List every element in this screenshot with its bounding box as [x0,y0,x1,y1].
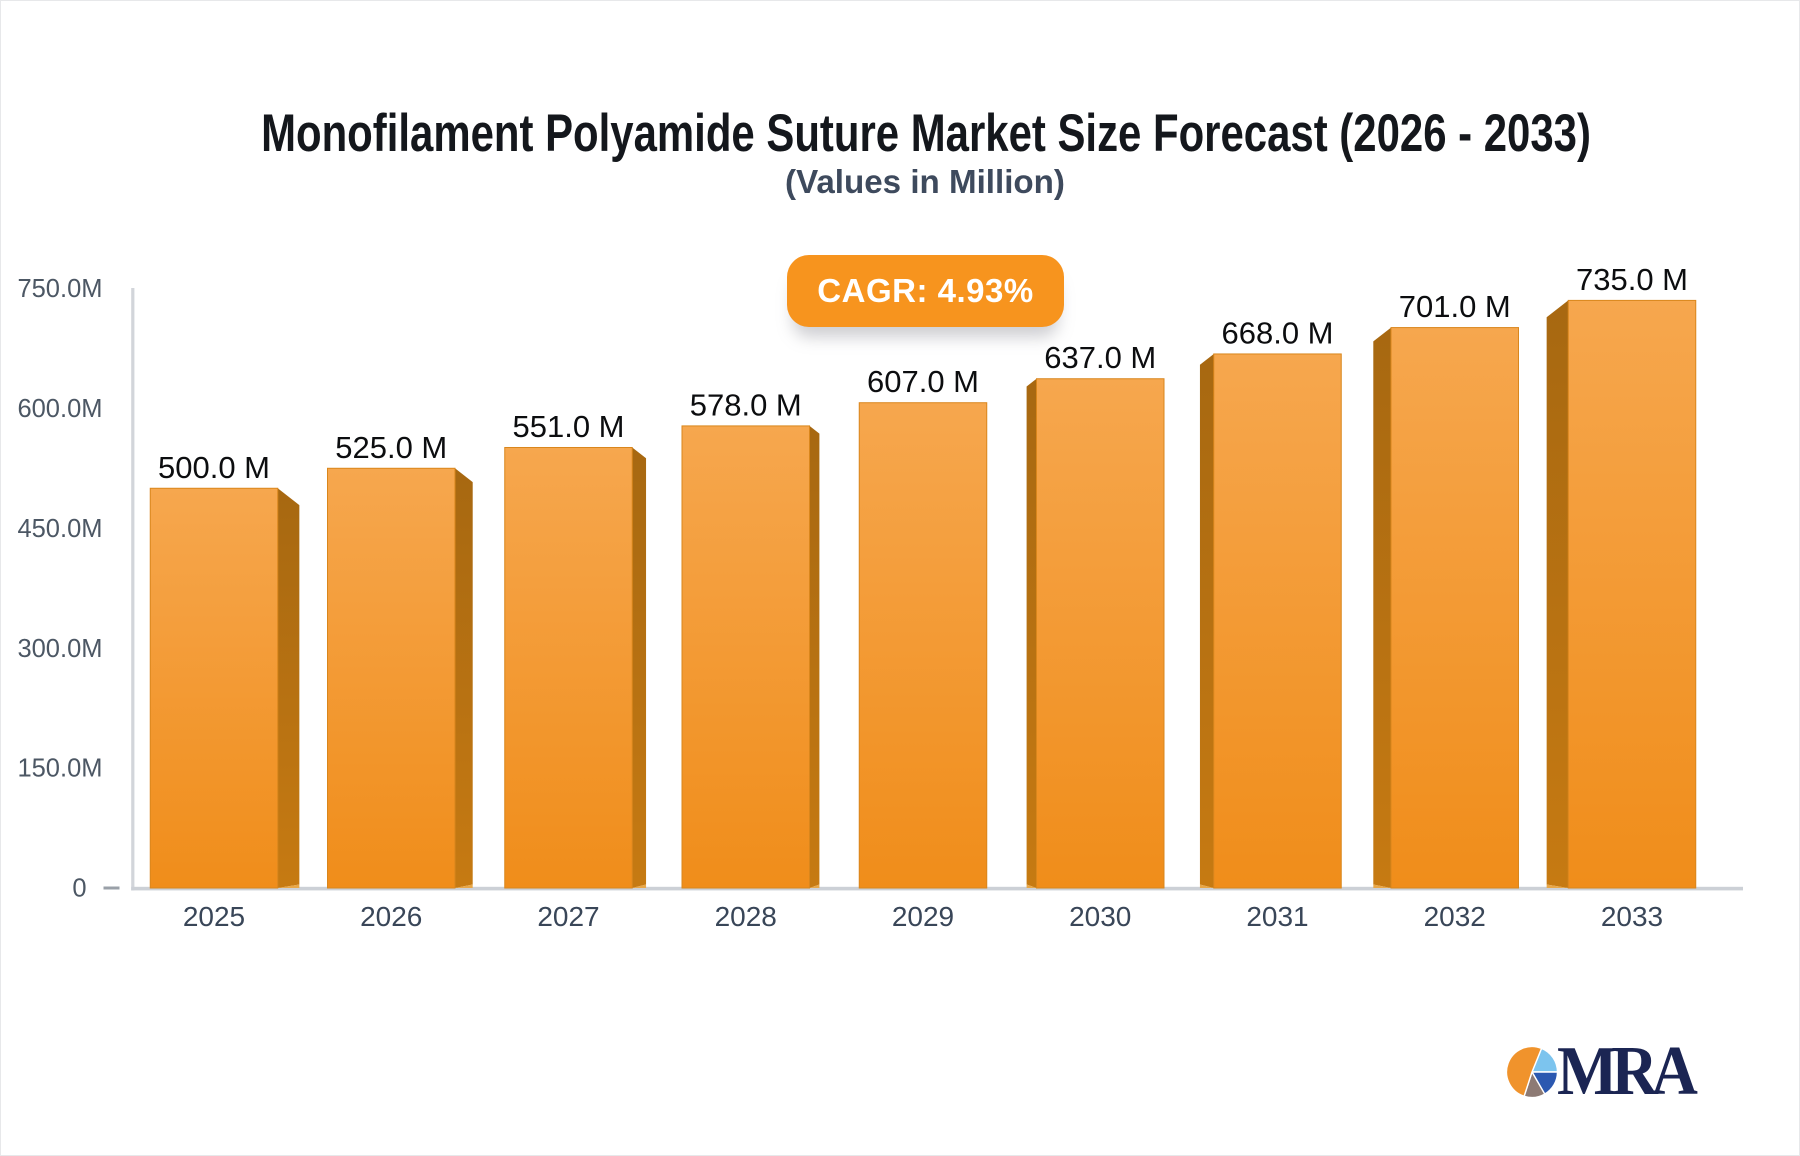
y-axis-line [131,288,135,891]
bar-value-label: 735.0 M [1576,262,1688,297]
bar-side-face [277,488,300,888]
y-tick-label: 150.0M [17,755,102,783]
brand-logo: MRA [1505,1037,1735,1107]
bar-value-label: 607.0 M [867,364,979,399]
bar-side-face [1373,327,1391,888]
bar-side-bevel [1546,884,1569,888]
chart-title: Monofilament Polyamide Suture Market Siz… [261,104,1591,163]
bar-2032: 701.0 M 2032 [1373,289,1519,932]
bar-value-label: 578.0 M [690,387,802,422]
bar-2030: 637.0 M 2030 [1026,340,1165,932]
logo-pie-slice-orange [1505,1045,1543,1098]
bar-2028: 578.0 M 2028 [681,387,820,932]
x-tick-label: 2031 [1246,901,1308,932]
bar-front-face [1036,378,1165,889]
bar-front-face [327,467,456,889]
logo-text: MRA [1557,1033,1698,1110]
bar-2027: 551.0 M 2027 [504,409,647,932]
x-axis-line [131,886,1744,891]
bar-side-face [1026,378,1037,888]
bar-side-bevel [809,884,820,888]
bar-side-bevel [1373,884,1391,888]
bar-front-face [504,446,633,889]
x-tick-label: 2026 [360,901,422,932]
bar-side-face [1546,300,1569,889]
bar-front-face [1213,353,1342,889]
bar-value-label: 551.0 M [512,409,624,444]
bar-front-face [149,487,279,889]
bar-side-face [455,468,473,888]
bar-2031: 668.0 M 2031 [1199,315,1342,932]
bar-2033: 735.0 M 2033 [1546,262,1697,932]
y-tick-label: 600.0M [17,395,102,423]
bar-side-bevel [632,884,647,888]
y-tick-label: 450.0M [17,515,102,543]
bar-value-label: 525.0 M [335,430,447,465]
x-tick-label: 2029 [892,901,954,932]
x-tick-label: 2033 [1601,901,1663,932]
y-tick-label: 300.0M [17,635,102,663]
bar-2029: 607.0 M 2029 [858,364,988,932]
logo-pie-icon [1505,1045,1559,1099]
bar-value-label: 701.0 M [1399,289,1511,324]
chart-subtitle: (Values in Million) [785,164,1065,201]
bar-front-face [1567,299,1697,889]
bar-front-face [1390,327,1519,889]
bar-side-face [632,447,647,888]
bar-front-face [681,425,810,889]
cagr-badge: CAGR: 4.93% [787,255,1064,327]
bar-value-label: 668.0 M [1221,315,1333,350]
bar-side-face [1199,353,1214,888]
x-tick-label: 2028 [715,901,777,932]
bar-side-face [809,425,820,888]
y-tick-label: 750.0M [17,275,102,303]
bar-value-label: 500.0 M [158,450,270,485]
bar-2026: 525.0 M 2026 [327,430,473,932]
cagr-badge-label: CAGR: 4.93% [817,272,1034,309]
bar-side-bevel [1026,884,1037,888]
zero-tick-mark [103,886,120,890]
x-tick-label: 2027 [537,901,599,932]
bar-front-face [858,402,988,889]
bar-2025: 500.0 M 2025 [149,450,300,932]
bar-side-bevel [1199,884,1214,888]
bar-side-bevel [277,884,300,888]
x-tick-label: 2025 [183,901,245,932]
bar-side-bevel [455,884,473,888]
x-tick-label: 2032 [1424,901,1486,932]
x-tick-label: 2030 [1069,901,1131,932]
bar-value-label: 637.0 M [1044,340,1156,375]
y-tick-label: 0 [72,875,86,903]
